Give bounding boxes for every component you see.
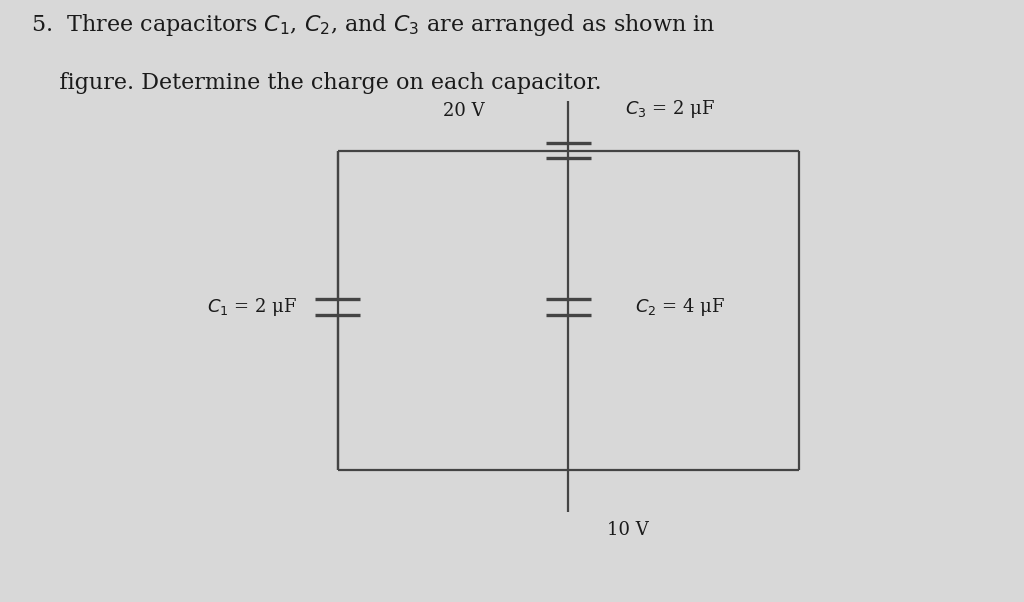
Text: $C_3$ = 2 μF: $C_3$ = 2 μF [625, 98, 715, 120]
Text: 20 V: 20 V [443, 102, 484, 120]
Text: figure. Determine the charge on each capacitor.: figure. Determine the charge on each cap… [31, 72, 601, 95]
Text: $C_1$ = 2 μF: $C_1$ = 2 μF [207, 296, 297, 318]
Text: $C_2$ = 4 μF: $C_2$ = 4 μF [635, 296, 725, 318]
Text: 10 V: 10 V [607, 521, 648, 539]
Text: 5.  Three capacitors $C_1$, $C_2$, and $C_3$ are arranged as shown in: 5. Three capacitors $C_1$, $C_2$, and $C… [31, 12, 715, 38]
